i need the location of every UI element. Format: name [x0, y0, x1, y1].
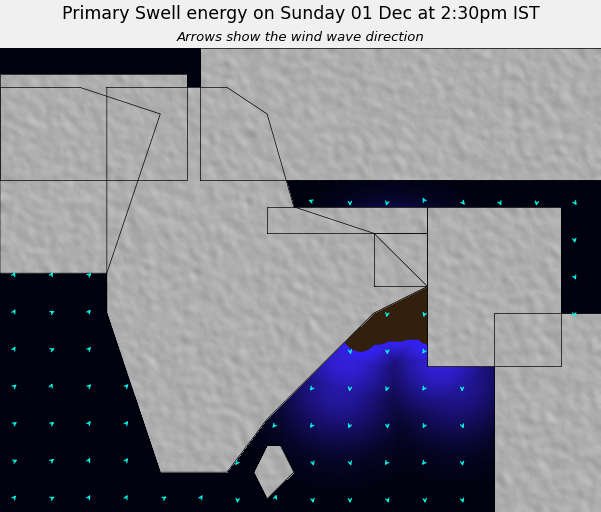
- Text: Arrows show the wind wave direction: Arrows show the wind wave direction: [177, 31, 424, 44]
- Text: Primary Swell energy on Sunday 01 Dec at 2:30pm IST: Primary Swell energy on Sunday 01 Dec at…: [62, 5, 539, 23]
